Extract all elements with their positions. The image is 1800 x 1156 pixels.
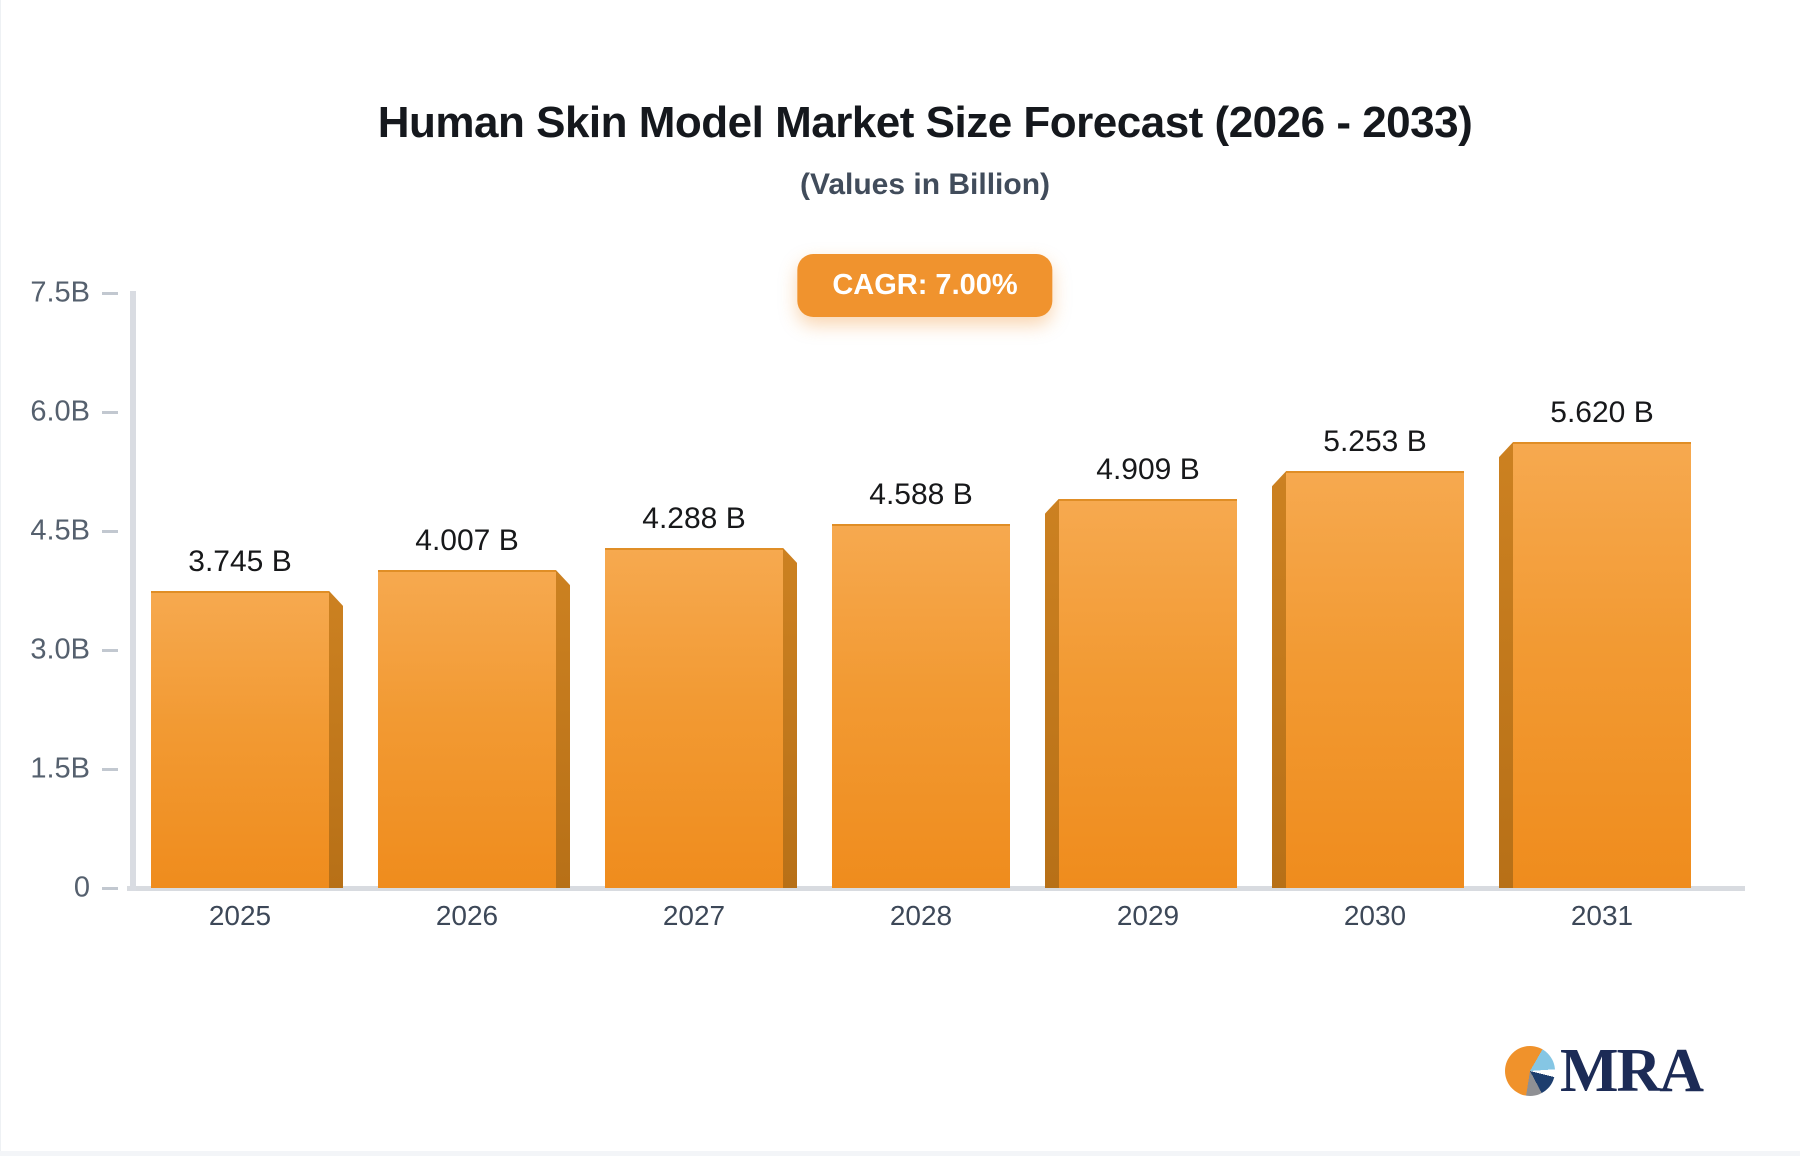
bar-value-label: 3.745 B xyxy=(188,544,292,578)
bar-2031[interactable] xyxy=(1499,442,1691,888)
x-axis-line xyxy=(127,886,1745,891)
y-tick-mark xyxy=(102,411,118,414)
y-tick-label: 6.0B xyxy=(30,395,90,428)
bar-side-face-left xyxy=(1045,498,1059,888)
brand-logo: MRA xyxy=(1505,1037,1704,1105)
bar-front-face xyxy=(605,547,783,888)
bar-side-face-left xyxy=(1499,442,1513,888)
bar-front-face xyxy=(378,570,556,888)
bar-side-face-right xyxy=(783,547,797,888)
y-tick-mark xyxy=(102,292,118,295)
y-tick-mark xyxy=(102,530,118,533)
bar-front-face xyxy=(1513,442,1691,888)
x-tick-2028: 2028 xyxy=(889,900,953,931)
bar-2025[interactable] xyxy=(151,590,343,888)
y-tick-label: 7.5B xyxy=(30,276,90,309)
bar-2029[interactable] xyxy=(1045,498,1237,888)
bar-2028[interactable] xyxy=(832,524,1010,888)
x-tick-2030: 2030 xyxy=(1343,900,1407,931)
bar-value-label: 4.007 B xyxy=(415,524,519,558)
bar-front-face xyxy=(1286,471,1464,888)
y-axis-line xyxy=(130,291,136,891)
bar-value-label: 5.620 B xyxy=(1550,396,1654,430)
brand-name: MRA xyxy=(1560,1037,1704,1105)
bar-front-face xyxy=(832,524,1010,888)
chart-subtitle: (Values in Billion) xyxy=(799,168,1051,201)
y-tick-label: 0 xyxy=(73,871,90,904)
bar-side-face-right xyxy=(556,570,570,888)
bar-front-face xyxy=(1059,498,1237,888)
bar-2030[interactable] xyxy=(1272,471,1464,888)
y-tick-label: 4.5B xyxy=(30,514,90,547)
bar-side-face-right xyxy=(329,590,343,888)
x-tick-2029: 2029 xyxy=(1116,900,1180,931)
plot-area: 0 1.5B 3.0B 4.5B 6.0B 7.5B 3.745 B 4.007 B 4.28… xyxy=(30,277,1745,931)
y-tick-label: 1.5B xyxy=(30,752,90,785)
y-tick-mark xyxy=(102,768,118,771)
x-tick-2025: 2025 xyxy=(208,900,272,931)
bar-value-label: 4.909 B xyxy=(1096,452,1200,486)
pie-chart-icon xyxy=(1505,1046,1555,1096)
x-tick-2031: 2031 xyxy=(1570,900,1634,931)
y-tick-label: 3.0B xyxy=(30,633,90,666)
page-bottom-strip xyxy=(0,1151,1800,1156)
bar-value-label: 4.588 B xyxy=(869,478,973,512)
bar-front-face xyxy=(151,590,329,888)
bar-side-face-left xyxy=(1272,471,1286,888)
bar-2026[interactable] xyxy=(378,570,570,888)
bar-2027[interactable] xyxy=(605,547,797,888)
y-tick-mark xyxy=(102,649,118,652)
chart-title: Human Skin Model Market Size Forecast (2… xyxy=(377,98,1473,147)
y-tick-mark xyxy=(102,887,118,890)
bar-value-label: 4.288 B xyxy=(642,501,746,535)
x-tick-2026: 2026 xyxy=(435,900,499,931)
cagr-badge: CAGR: 7.00% xyxy=(797,254,1053,317)
bar-value-label: 5.253 B xyxy=(1323,425,1427,459)
x-tick-2027: 2027 xyxy=(662,900,726,931)
